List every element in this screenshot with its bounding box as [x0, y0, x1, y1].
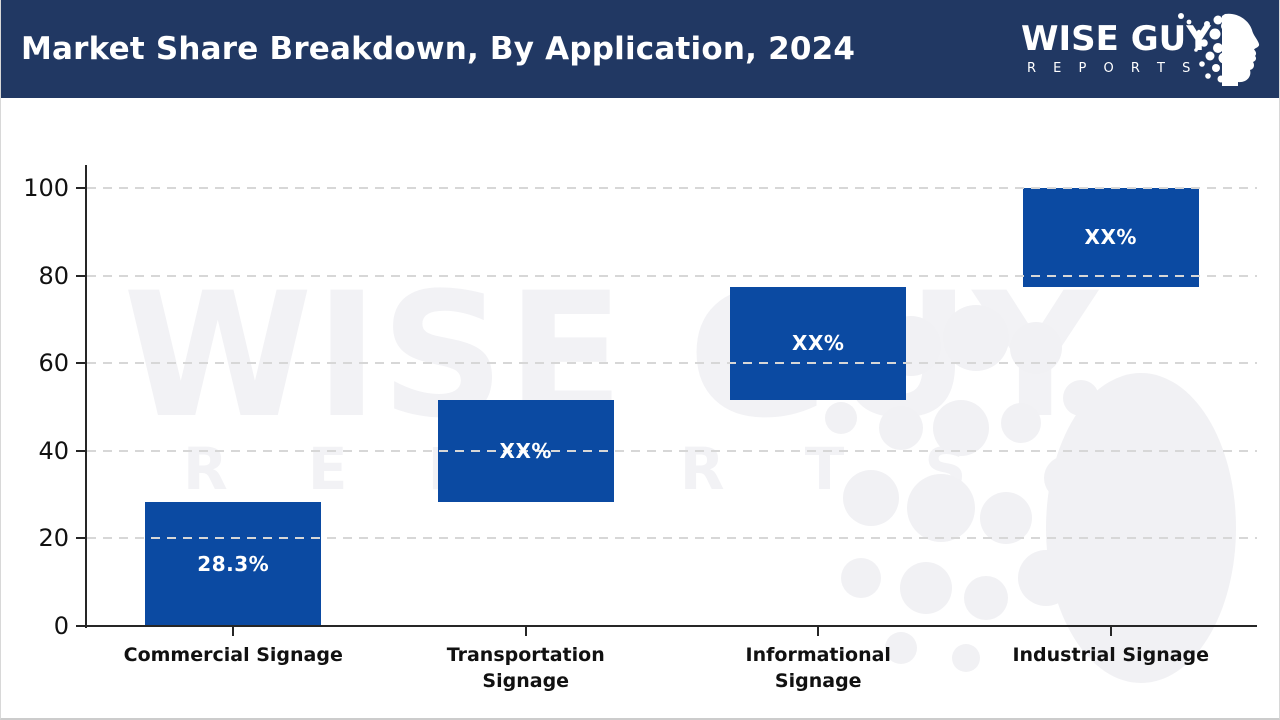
gridline-60 — [87, 362, 1257, 365]
x-axis-line — [85, 625, 1257, 627]
labels-layer: 0 20 40 60 80 100 28.3% Commercial Signage XX% Tr… — [1, 98, 1279, 718]
y-tick-label-0: 0 — [53, 612, 69, 640]
face-profile-icon — [1178, 13, 1260, 87]
y-tick-label-20: 20 — [38, 524, 69, 553]
chart-area: WISE GUY R E P O R T S 02040608010028.3%… — [1, 98, 1279, 718]
wise-guy-logo: WISE GUY R E P O R T S — [1015, 8, 1265, 90]
logo-wordmark: WISE GUY — [1021, 19, 1211, 59]
bar-value-label-commercial-signage: 28.3% — [197, 552, 270, 576]
y-tick-60 — [76, 362, 87, 365]
bar-commercial-signage — [145, 502, 322, 626]
y-axis-line — [85, 165, 87, 628]
wise-guy-logo-graphic: WISE GUY R E P O R T S — [1021, 13, 1260, 87]
axis-layer — [1, 98, 1279, 718]
y-tick-label-80: 80 — [38, 261, 69, 290]
y-tick-label-100: 100 — [23, 174, 69, 202]
x-tick-informational-signage — [817, 627, 820, 636]
y-tick-80 — [76, 274, 87, 277]
x-category-label-transportation-signage: Transportation Signage — [446, 644, 605, 692]
y-tick-label-40: 40 — [38, 436, 69, 465]
x-category-label-informational-signage: Informational Signage — [745, 644, 891, 692]
page-title: Market Share Breakdown, By Application, … — [21, 31, 856, 67]
y-tick-label-60: 60 — [38, 349, 69, 378]
bar-industrial-signage — [1022, 188, 1199, 287]
x-category-label-commercial-signage: Commercial Signage — [123, 644, 343, 666]
gridline-80 — [87, 274, 1257, 277]
x-category-label-industrial-signage: Industrial Signage — [1012, 644, 1210, 666]
x-tick-transportation-signage — [524, 627, 527, 636]
y-tick-40 — [76, 449, 87, 452]
y-tick-20 — [76, 537, 87, 540]
logo-reports-text: R E P O R T S — [1027, 61, 1197, 76]
bar-value-label-transportation-signage: XX% — [499, 439, 552, 464]
grid-layer — [1, 98, 1279, 718]
header-bar: Market Share Breakdown, By Application, … — [1, 0, 1279, 98]
bar-informational-signage — [730, 286, 907, 401]
y-tick-0 — [76, 625, 87, 627]
y-tick-100 — [76, 187, 87, 189]
gridline-40 — [87, 449, 1257, 452]
x-tick-commercial-signage — [232, 627, 235, 636]
x-tick-industrial-signage — [1109, 627, 1112, 636]
bar-value-label-industrial-signage: XX% — [1084, 225, 1137, 250]
gridline-100 — [87, 187, 1257, 189]
gridline-20 — [87, 537, 1257, 540]
bar-value-label-informational-signage: XX% — [792, 331, 845, 356]
